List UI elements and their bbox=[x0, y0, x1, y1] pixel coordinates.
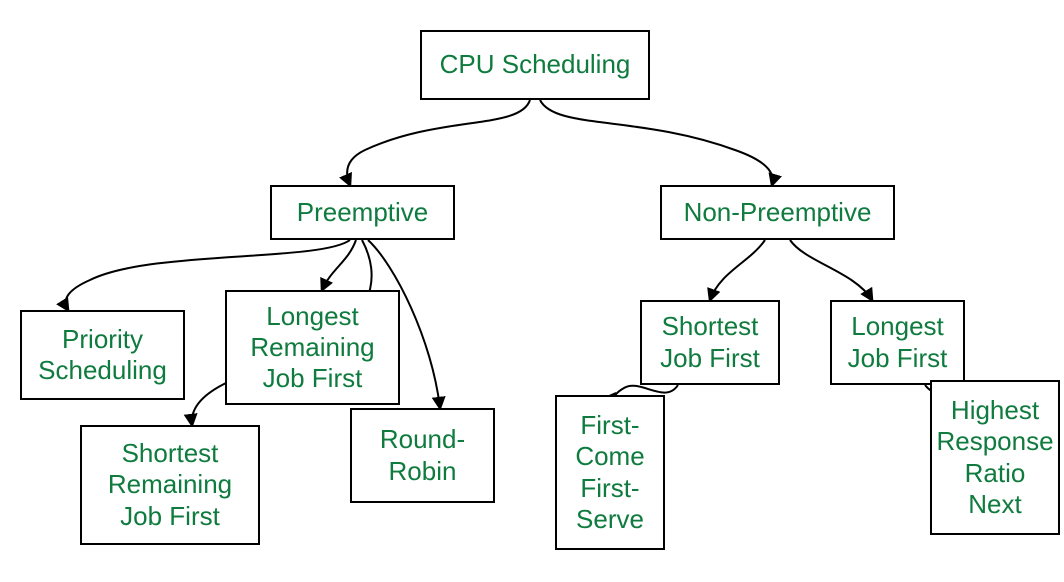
node-sjf: Shortest Job First bbox=[640, 300, 780, 385]
edge bbox=[710, 240, 765, 300]
node-priority: Priority Scheduling bbox=[20, 310, 185, 400]
node-ljf: Longest Job First bbox=[830, 300, 965, 385]
node-srjf: Shortest Remaining Job First bbox=[80, 425, 260, 545]
node-label: Longest Remaining Job First bbox=[237, 301, 388, 395]
node-label: Shortest Job First bbox=[652, 311, 768, 373]
node-label: First-Come First-Serve bbox=[567, 410, 653, 535]
node-hrrn: Highest Response Ratio Next bbox=[930, 380, 1060, 535]
node-label: Preemptive bbox=[297, 197, 429, 228]
node-root: CPU Scheduling bbox=[420, 30, 650, 100]
node-label: Non-Preemptive bbox=[684, 197, 872, 228]
node-fcfs: First-Come First-Serve bbox=[555, 395, 665, 550]
node-lrjf: Longest Remaining Job First bbox=[225, 290, 400, 405]
edge bbox=[540, 100, 773, 185]
node-label: Round-Robin bbox=[362, 424, 483, 486]
node-label: Shortest Remaining Job First bbox=[92, 438, 248, 532]
node-preemptive: Preemptive bbox=[270, 185, 455, 240]
node-label: Highest Response Ratio Next bbox=[936, 395, 1053, 520]
edge bbox=[322, 240, 356, 290]
node-label: Longest Job First bbox=[842, 311, 953, 373]
edge bbox=[790, 240, 872, 300]
node-nonpreemptive: Non-Preemptive bbox=[660, 185, 895, 240]
node-rr: Round-Robin bbox=[350, 408, 495, 503]
node-label: Priority Scheduling bbox=[32, 324, 173, 386]
edge bbox=[347, 100, 530, 185]
node-label: CPU Scheduling bbox=[440, 49, 631, 80]
